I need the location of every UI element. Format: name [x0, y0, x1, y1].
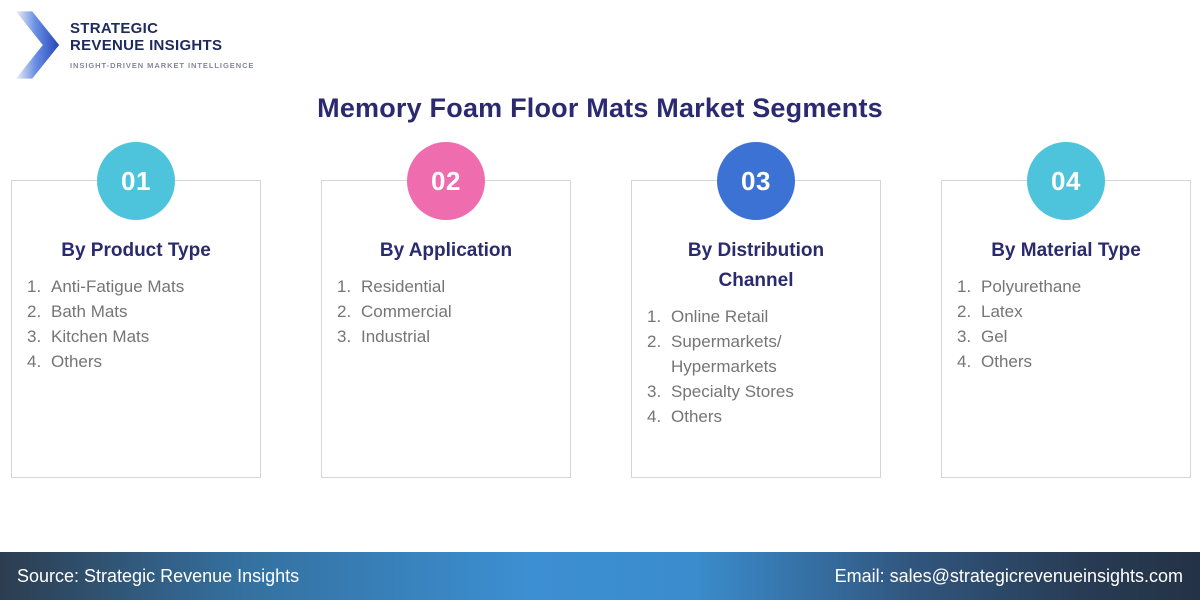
list-item-text: Industrial: [361, 327, 430, 346]
list-item-number: 2.: [647, 332, 662, 351]
segment-number-badge: 03: [717, 142, 795, 220]
segment-card-material-type: 04 By Material Type 1. Polyurethane 2. L…: [941, 142, 1191, 478]
list-item-text: Commercial: [361, 302, 452, 321]
list-item-number: 1.: [957, 277, 972, 296]
list-item-text: Polyurethane: [981, 277, 1082, 296]
list-item-text: Specialty Stores: [671, 382, 794, 401]
segment-card-application: 02 By Application 1. Residential 2. Comm…: [321, 142, 571, 478]
list-item-number: 4.: [27, 352, 42, 371]
list-item: 1. Residential: [337, 274, 560, 299]
segment-card-product-type: 01 By Product Type 1. Anti-Fatigue Mats …: [11, 142, 261, 478]
list-item-number: 3.: [647, 382, 662, 401]
footer-bar: Source: Strategic Revenue Insights Email…: [0, 552, 1200, 600]
list-item-number: 2.: [957, 302, 972, 321]
segment-list: 1. Online Retail 2. Supermarkets/ Hyperm…: [632, 304, 880, 429]
list-item: 3. Gel: [957, 324, 1180, 349]
list-item: 2. Commercial: [337, 299, 560, 324]
segment-heading: By Distribution Channel: [687, 240, 825, 291]
list-item-text: Kitchen Mats: [51, 327, 150, 346]
list-item-text: Online Retail: [671, 307, 769, 326]
brand-tagline: INSIGHT-DRIVEN MARKET INTELLIGENCE: [70, 61, 255, 71]
list-item-number: 2.: [337, 302, 352, 321]
segment-number-badge: 01: [97, 142, 175, 220]
list-item: 3. Kitchen Mats: [27, 324, 250, 349]
list-item: 3. Specialty Stores: [647, 379, 870, 404]
list-item-number: 1.: [27, 277, 42, 296]
list-item-text: Gel: [981, 327, 1008, 346]
segment-number-badge: 04: [1027, 142, 1105, 220]
list-item-text: Bath Mats: [51, 302, 128, 321]
segment-cards-row: 01 By Product Type 1. Anti-Fatigue Mats …: [11, 142, 1191, 478]
footer-source-text: Source: Strategic Revenue Insights: [17, 565, 300, 586]
list-item: 1. Polyurethane: [957, 274, 1180, 299]
segment-list: 1. Residential 2. Commercial 3. Industri…: [322, 274, 570, 349]
list-item-number: 4.: [957, 352, 972, 371]
list-item-number: 4.: [647, 407, 662, 426]
list-item-text: Anti-Fatigue Mats: [51, 277, 185, 296]
list-item-text: Others: [981, 352, 1033, 371]
list-item: 2. Supermarkets/ Hypermarkets: [647, 329, 870, 379]
list-item-number: 3.: [957, 327, 972, 346]
list-item-text: Latex: [981, 302, 1023, 321]
segment-heading: By Application: [379, 240, 513, 261]
list-item-number: 2.: [27, 302, 42, 321]
list-item-text: Others: [671, 407, 723, 426]
list-item: 1. Online Retail: [647, 304, 870, 329]
segment-heading: By Product Type: [61, 240, 211, 261]
brand-logo: STRATEGIC REVENUE INSIGHTS INSIGHT-DRIVE…: [14, 10, 254, 80]
segment-list: 1. Anti-Fatigue Mats 2. Bath Mats 3. Kit…: [12, 274, 260, 374]
list-item-text: Others: [51, 352, 103, 371]
list-item: 2. Latex: [957, 299, 1180, 324]
list-item: 4. Others: [647, 404, 870, 429]
list-item: 4. Others: [957, 349, 1180, 374]
list-item-number: 3.: [337, 327, 352, 346]
segment-number-badge: 02: [407, 142, 485, 220]
list-item-text: Residential: [361, 277, 446, 296]
brand-name-line2: REVENUE INSIGHTS: [70, 37, 223, 54]
segment-heading: By Material Type: [991, 240, 1141, 261]
list-item: 1. Anti-Fatigue Mats: [27, 274, 250, 299]
list-item-text: Supermarkets/ Hypermarkets: [671, 332, 782, 376]
list-item: 3. Industrial: [337, 324, 560, 349]
chevron-logo-icon: [15, 11, 60, 79]
page-title: Memory Foam Floor Mats Market Segments: [317, 93, 883, 123]
list-item-number: 1.: [647, 307, 662, 326]
list-item: 2. Bath Mats: [27, 299, 250, 324]
segment-card-distribution-channel: 03 By Distribution Channel 1. Online Ret…: [631, 142, 881, 478]
list-item-number: 3.: [27, 327, 42, 346]
brand-logo-text: STRATEGIC REVENUE INSIGHTS INSIGHT-DRIVE…: [70, 20, 254, 71]
list-item-number: 1.: [337, 277, 352, 296]
brand-name-line1: STRATEGIC: [70, 19, 159, 37]
footer-email-text: Email: sales@strategicrevenueinsights.co…: [834, 565, 1183, 586]
list-item: 4. Others: [27, 349, 250, 374]
segment-list: 1. Polyurethane 2. Latex 3. Gel 4. Other…: [942, 274, 1190, 374]
